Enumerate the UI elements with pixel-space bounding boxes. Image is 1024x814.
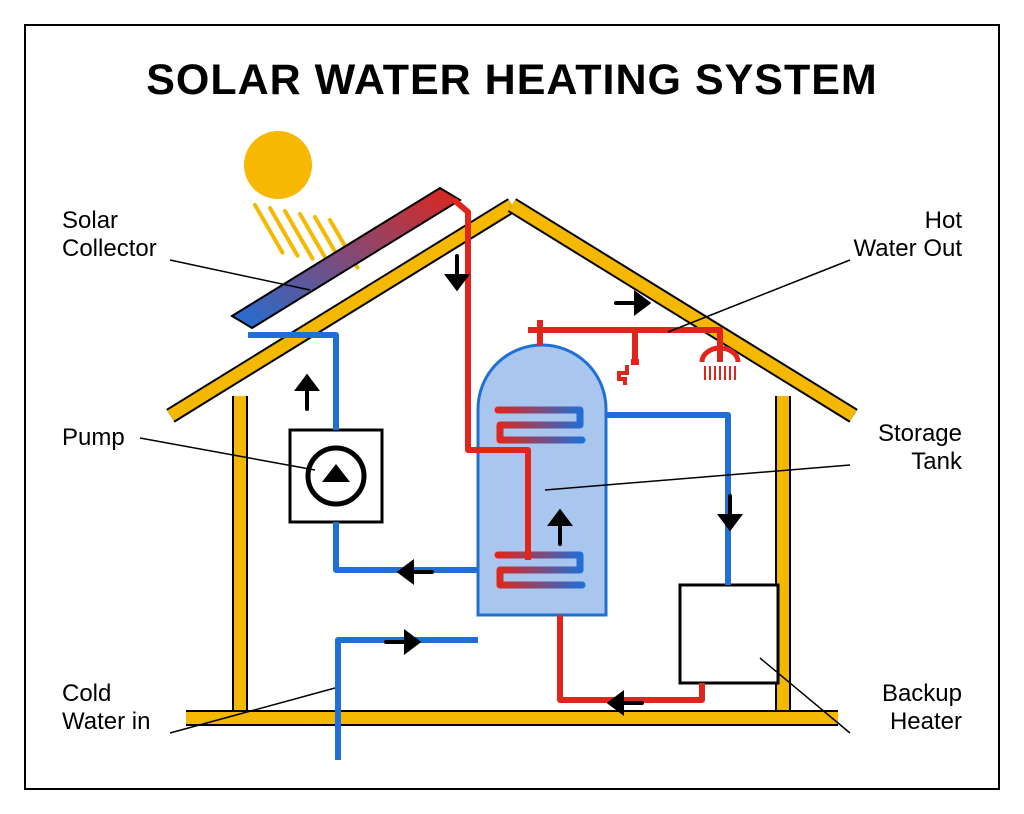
label-text: Hot bbox=[925, 207, 962, 234]
diagram-canvas bbox=[0, 0, 1024, 814]
sun-ray bbox=[270, 208, 298, 256]
flow-arrow-icon bbox=[400, 563, 432, 581]
sun-ray bbox=[255, 205, 283, 253]
tap-icon bbox=[619, 365, 627, 385]
label-text: Water in bbox=[62, 708, 150, 735]
label-text: Water Out bbox=[854, 235, 962, 262]
label-backup-heater: Backup Heater bbox=[882, 680, 962, 735]
label-hot-water-out: Hot Water Out bbox=[854, 207, 962, 262]
sun-ray bbox=[285, 211, 313, 259]
label-pump: Pump bbox=[62, 424, 125, 452]
label-storage-tank: Storage Tank bbox=[878, 420, 962, 475]
backup-heater bbox=[680, 585, 778, 683]
flow-arrow-icon bbox=[721, 496, 739, 528]
sun-icon bbox=[244, 131, 312, 199]
label-text: Solar bbox=[62, 207, 118, 234]
flow-arrow-icon bbox=[610, 694, 642, 712]
label-text: Collector bbox=[62, 235, 157, 262]
pipe-cold-inlet bbox=[338, 640, 478, 760]
sun-ray bbox=[300, 214, 328, 262]
label-solar-collector: Solar Collector bbox=[62, 207, 157, 262]
label-text: Heater bbox=[890, 708, 962, 735]
label-text: Cold bbox=[62, 680, 111, 707]
flow-arrow-icon bbox=[448, 256, 466, 288]
pipe-fixtures-branch bbox=[570, 330, 720, 362]
pipe-tank-to-pump bbox=[336, 522, 478, 570]
leader-line bbox=[668, 260, 850, 332]
label-cold-water-in: Cold Water in bbox=[62, 680, 150, 735]
leader-line bbox=[170, 260, 310, 290]
flow-arrow-icon bbox=[298, 377, 316, 409]
label-text: Tank bbox=[911, 448, 962, 475]
pipe-tank-to-backup bbox=[606, 415, 728, 585]
label-text: Pump bbox=[62, 424, 125, 451]
label-text: Storage bbox=[878, 420, 962, 447]
flow-arrow-icon bbox=[616, 294, 648, 312]
label-text: Backup bbox=[882, 680, 962, 707]
flow-arrow-icon bbox=[386, 633, 418, 651]
